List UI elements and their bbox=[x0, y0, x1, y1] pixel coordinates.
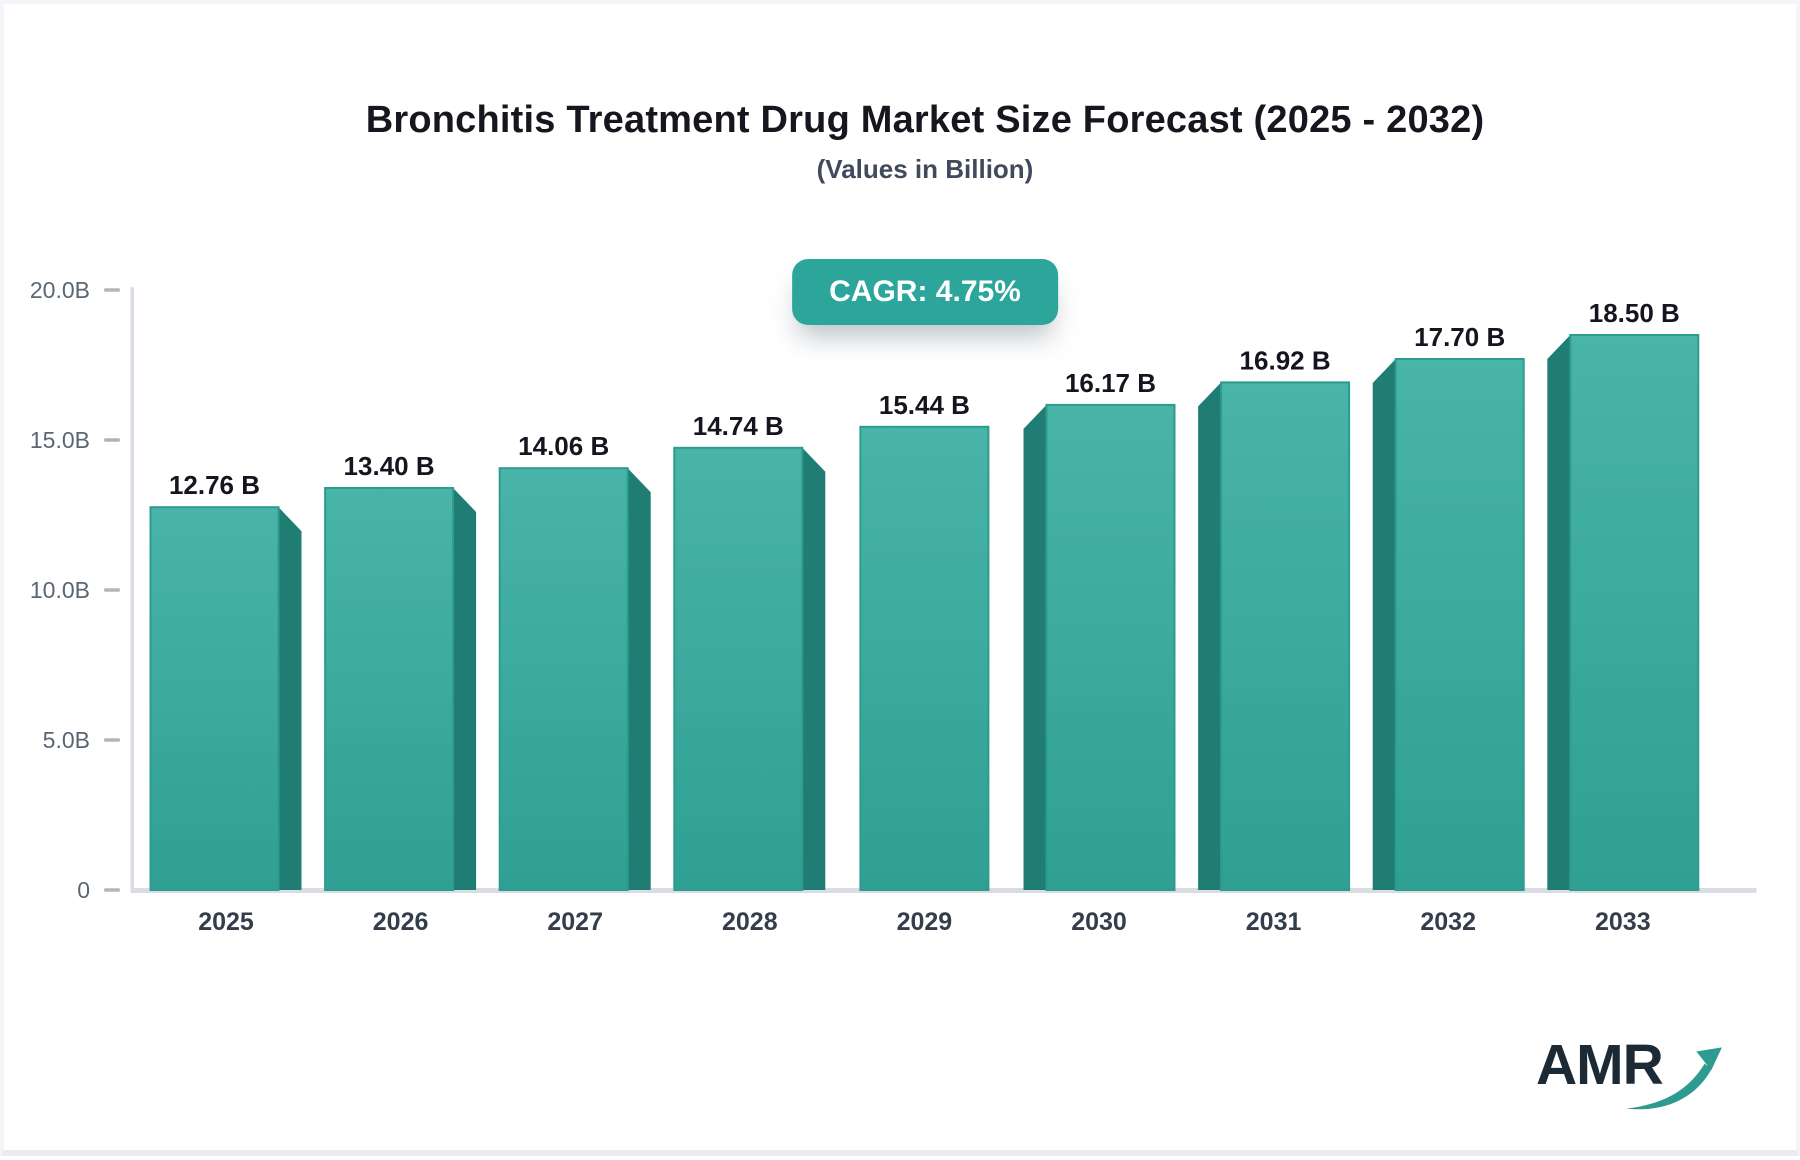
bar-group: 14.06 B 2027 bbox=[498, 431, 651, 936]
bar-group: 12.76 B 2025 bbox=[149, 470, 302, 936]
y-tick-mark bbox=[104, 888, 120, 892]
y-axis-line bbox=[130, 287, 134, 892]
x-tick-label: 2030 bbox=[1071, 908, 1127, 936]
amr-logo-text: AMR bbox=[1536, 1033, 1664, 1097]
bar-value-label: 12.76 B bbox=[169, 470, 260, 500]
x-tick-label: 2026 bbox=[373, 908, 429, 936]
bar-value-label: 14.06 B bbox=[518, 431, 609, 461]
bar-group: 15.44 B 2029 bbox=[859, 390, 990, 936]
bar bbox=[324, 487, 455, 891]
y-tick-mark bbox=[104, 588, 120, 592]
x-tick-label: 2032 bbox=[1420, 908, 1476, 936]
bar-value-label: 13.40 B bbox=[344, 451, 435, 481]
bar-value-label: 18.50 B bbox=[1589, 298, 1680, 328]
bar bbox=[1220, 381, 1351, 891]
bar bbox=[859, 425, 990, 891]
chart-title: Bronchitis Treatment Drug Market Size Fo… bbox=[365, 99, 1485, 141]
chart-subtitle: (Values in Billion) bbox=[816, 154, 1034, 184]
x-tick-label: 2027 bbox=[547, 908, 603, 936]
x-tick-label: 2028 bbox=[722, 908, 778, 936]
bar bbox=[149, 506, 280, 891]
bar-value-label: 16.92 B bbox=[1240, 345, 1331, 375]
bar-side-face bbox=[1198, 382, 1222, 890]
bar bbox=[1569, 334, 1700, 891]
x-tick-label: 2031 bbox=[1246, 908, 1302, 936]
bar-value-label: 17.70 B bbox=[1414, 322, 1505, 352]
bar-group: 17.70 B 2032 bbox=[1372, 322, 1525, 936]
x-tick-label: 2033 bbox=[1595, 908, 1651, 936]
bar-group: 18.50 B 2033 bbox=[1547, 298, 1700, 936]
bar bbox=[1394, 358, 1525, 891]
bar bbox=[1045, 403, 1176, 891]
bar-value-label: 15.44 B bbox=[879, 390, 970, 420]
y-tick-label: 0 bbox=[77, 877, 90, 903]
bar-chart: 0 5.0B 10.0B 15.0B 20.0B 12.76 B 2025 13.40 B 20… bbox=[30, 277, 1757, 936]
y-tick-label: 15.0B bbox=[30, 427, 90, 453]
amr-logo: AMR bbox=[1536, 1032, 1726, 1118]
bar bbox=[673, 446, 804, 891]
bar-side-face bbox=[278, 507, 302, 890]
bar bbox=[498, 467, 629, 891]
bar-side-face bbox=[802, 447, 826, 890]
bar-group: 16.17 B 2030 bbox=[1023, 368, 1176, 936]
bar-group: 13.40 B 2026 bbox=[324, 451, 477, 936]
bar-group: 14.74 B 2028 bbox=[673, 411, 826, 936]
y-tick-mark bbox=[104, 288, 120, 292]
y-tick-label: 20.0B bbox=[30, 277, 90, 303]
y-tick-label: 10.0B bbox=[30, 577, 90, 603]
bar-side-face bbox=[627, 468, 651, 890]
bar-value-label: 14.74 B bbox=[693, 411, 784, 441]
bar-side-face bbox=[1023, 404, 1047, 890]
y-tick-label: 5.0B bbox=[43, 727, 90, 753]
bar-side-face bbox=[453, 488, 477, 890]
bar-side-face bbox=[1547, 335, 1571, 890]
growth-arrow-icon bbox=[1626, 1047, 1722, 1110]
x-tick-label: 2029 bbox=[897, 908, 953, 936]
cagr-badge: CAGR: 4.75% bbox=[792, 259, 1058, 325]
y-tick-mark bbox=[104, 738, 120, 742]
bar-group: 16.92 B 2031 bbox=[1198, 345, 1351, 936]
bar-side-face bbox=[1372, 359, 1396, 890]
y-tick-mark bbox=[104, 438, 120, 442]
x-tick-label: 2025 bbox=[198, 908, 254, 936]
bar-value-label: 16.17 B bbox=[1065, 368, 1156, 398]
